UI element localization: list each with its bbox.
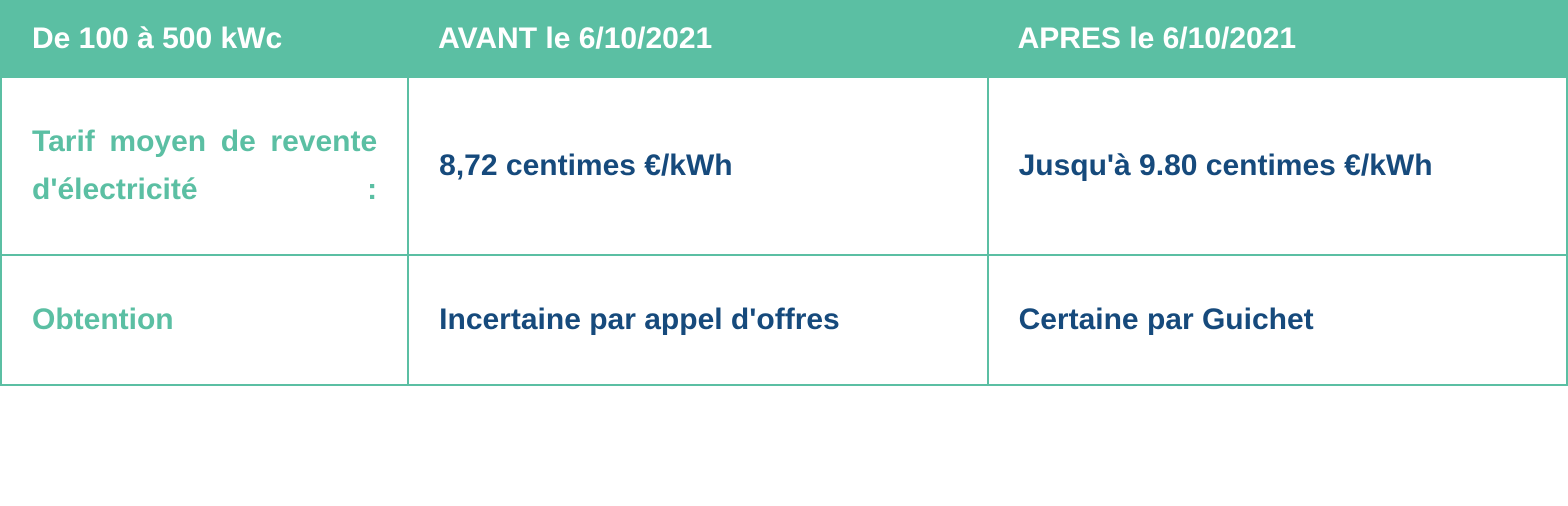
cell-obtention-after: Certaine par Guichet <box>988 255 1567 385</box>
header-col-before: AVANT le 6/10/2021 <box>408 1 987 77</box>
table-row: Obtention Incertaine par appel d'offres … <box>1 255 1567 385</box>
row-label-obtention: Obtention <box>1 255 408 385</box>
header-col-after: APRES le 6/10/2021 <box>988 1 1567 77</box>
cell-obtention-before: Incertaine par appel d'offres <box>408 255 987 385</box>
comparison-table: De 100 à 500 kWc AVANT le 6/10/2021 APRE… <box>0 0 1568 386</box>
header-row: De 100 à 500 kWc AVANT le 6/10/2021 APRE… <box>1 1 1567 77</box>
row-label-tarif: Tarif moyen de revente d'électricité : <box>1 77 408 255</box>
table-body: Tarif moyen de revente d'électricité : 8… <box>1 77 1567 385</box>
table-header: De 100 à 500 kWc AVANT le 6/10/2021 APRE… <box>1 1 1567 77</box>
cell-tarif-after: Jusqu'à 9.80 centimes €/kWh <box>988 77 1567 255</box>
cell-tarif-before: 8,72 centimes €/kWh <box>408 77 987 255</box>
comparison-table-container: De 100 à 500 kWc AVANT le 6/10/2021 APRE… <box>0 0 1568 386</box>
table-row: Tarif moyen de revente d'électricité : 8… <box>1 77 1567 255</box>
header-col-range: De 100 à 500 kWc <box>1 1 408 77</box>
